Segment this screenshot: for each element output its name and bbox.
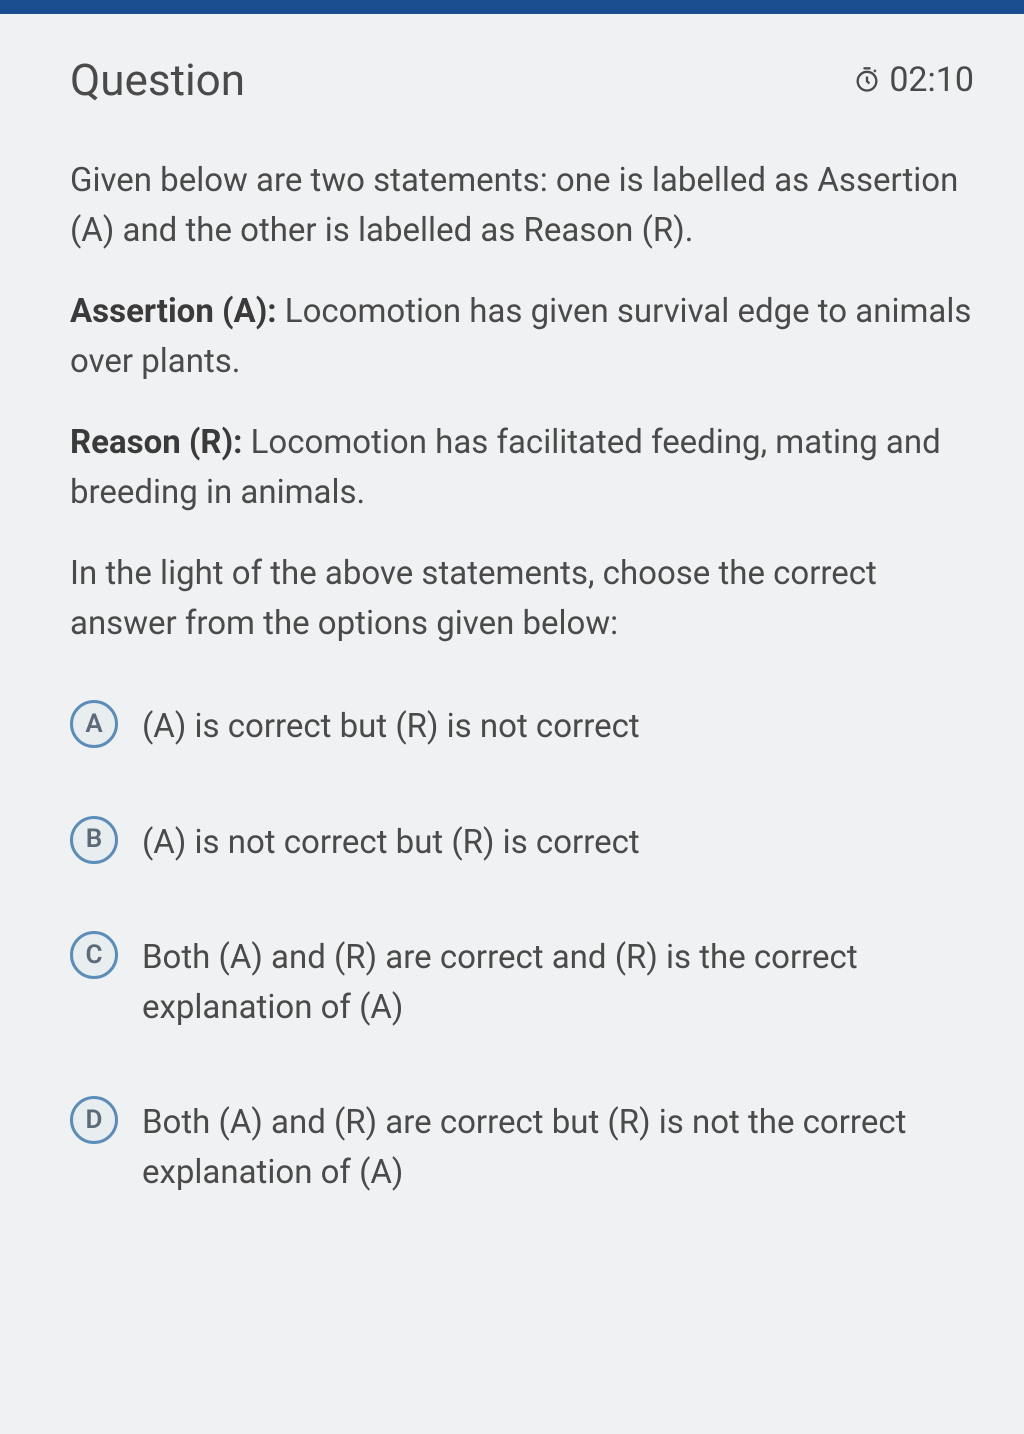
option-text-c: Both (A) and (R) are correct and (R) is … [142, 929, 974, 1032]
option-badge-b: B [70, 816, 118, 864]
question-container: Question 02:10 Given below are two state… [0, 14, 1024, 1434]
option-c[interactable]: C Both (A) and (R) are correct and (R) i… [70, 929, 974, 1032]
option-badge-c: C [70, 931, 118, 979]
options-list: A (A) is correct but (R) is not correct … [70, 698, 974, 1197]
timer: 02:10 [853, 60, 974, 100]
assertion-label: Assertion (A): [70, 292, 277, 331]
question-title: Question [70, 54, 245, 106]
reason-block: Reason (R): Locomotion has facilitated f… [70, 418, 974, 517]
question-body: Given below are two statements: one is l… [70, 156, 974, 1197]
option-a[interactable]: A (A) is correct but (R) is not correct [70, 698, 974, 752]
option-text-d: Both (A) and (R) are correct but (R) is … [142, 1094, 974, 1197]
option-d[interactable]: D Both (A) and (R) are correct but (R) i… [70, 1094, 974, 1197]
top-bar [0, 0, 1024, 14]
option-badge-a: A [70, 700, 118, 748]
assertion-block: Assertion (A): Locomotion has given surv… [70, 287, 974, 386]
reason-label: Reason (R): [70, 423, 242, 462]
instruction-text: In the light of the above statements, ch… [70, 549, 974, 648]
question-header: Question 02:10 [70, 54, 974, 106]
clock-icon [853, 66, 881, 94]
timer-value: 02:10 [889, 60, 974, 100]
option-badge-d: D [70, 1096, 118, 1144]
question-intro: Given below are two statements: one is l… [70, 156, 974, 255]
option-text-b: (A) is not correct but (R) is correct [142, 814, 640, 868]
option-b[interactable]: B (A) is not correct but (R) is correct [70, 814, 974, 868]
option-text-a: (A) is correct but (R) is not correct [142, 698, 640, 752]
